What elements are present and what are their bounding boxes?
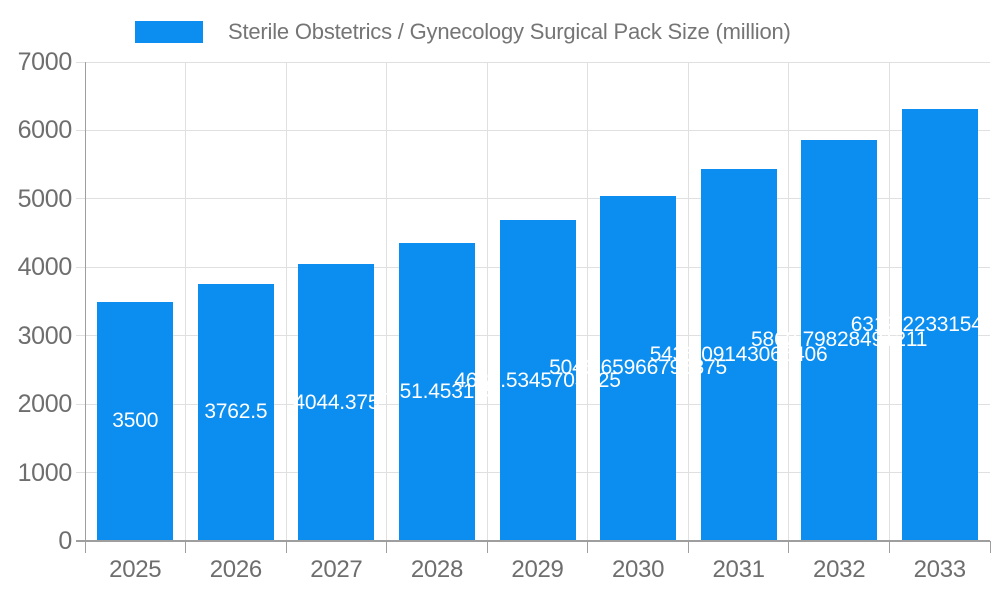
x-gridline <box>84 62 86 541</box>
x-gridline <box>888 62 890 541</box>
bar-2033[interactable] <box>901 108 978 541</box>
legend-swatch <box>135 21 203 43</box>
bar-value-label: 3500 <box>112 409 159 433</box>
x-axis-tick-label: 2025 <box>109 556 162 583</box>
y-axis-tick-label: 0 <box>58 527 72 555</box>
bar-value-label: 5860.79828491211 <box>751 328 928 352</box>
y-axis-tick-label: 7000 <box>17 48 73 76</box>
x-axis-tick <box>486 541 488 553</box>
bar-2027[interactable] <box>298 264 375 541</box>
bar-value-label: 4044.375 <box>293 390 380 414</box>
y-axis-tick-label: 4000 <box>17 253 73 282</box>
x-axis-tick-label: 2033 <box>913 556 967 583</box>
x-axis-tick-label: 2032 <box>813 556 866 583</box>
x-axis-tick <box>587 541 589 553</box>
x-gridline <box>486 62 488 541</box>
x-axis-tick <box>888 541 890 553</box>
bar-2032[interactable] <box>801 139 878 541</box>
bar-value-label: 4351.453125 <box>376 380 498 404</box>
x-axis-tick <box>285 541 287 553</box>
bar-value-label: 5436.09143066406 <box>649 343 828 366</box>
x-gridline <box>788 62 790 541</box>
x-gridline <box>687 62 689 541</box>
x-axis-tick-label: 2029 <box>511 556 564 583</box>
legend[interactable]: Sterile Obstetrics / Gynecology Surgical… <box>135 18 791 46</box>
legend-label: Sterile Obstetrics / Gynecology Surgical… <box>228 19 791 44</box>
x-axis-tick <box>989 541 991 553</box>
y-axis-tick-label: 1000 <box>17 458 73 487</box>
x-axis-tick-label: 2031 <box>712 556 766 583</box>
x-axis-tick-label: 2027 <box>310 556 363 583</box>
bar-2025[interactable] <box>97 301 174 541</box>
bar-2026[interactable] <box>197 283 274 541</box>
y-gridline <box>76 198 990 200</box>
x-axis-tick <box>788 541 790 553</box>
bar-value-label: 3762.5 <box>204 400 268 424</box>
y-axis-tick-label: 5000 <box>17 184 73 213</box>
x-axis-tick-label: 2030 <box>611 556 665 583</box>
y-gridline <box>76 129 990 131</box>
y-axis-tick-label: 6000 <box>17 116 73 145</box>
x-axis-tick-label: 2028 <box>410 556 464 583</box>
x-axis-tick <box>84 541 86 553</box>
y-axis-tick-label: 2000 <box>17 390 73 419</box>
bar-2029[interactable] <box>499 220 576 541</box>
bar-2031[interactable] <box>700 169 777 541</box>
bar-value-label: 4684.5345703125 <box>454 368 621 392</box>
x-axis-line <box>76 540 990 542</box>
bar-2028[interactable] <box>398 243 475 541</box>
bar-value-label: 6319.22331542969 <box>850 312 1000 336</box>
x-gridline <box>587 62 589 541</box>
x-axis-tick <box>386 541 388 553</box>
x-axis-tick <box>185 541 187 553</box>
bar-2030[interactable] <box>600 195 677 541</box>
x-axis-tick-label: 2026 <box>209 556 263 583</box>
x-gridline <box>185 62 187 541</box>
y-gridline <box>76 61 990 63</box>
bar-value-label: 5046.65966796875 <box>549 356 727 380</box>
x-axis-tick <box>687 541 689 553</box>
y-axis-tick-label: 3000 <box>17 321 73 350</box>
x-gridline <box>386 62 388 541</box>
x-gridline <box>285 62 287 541</box>
